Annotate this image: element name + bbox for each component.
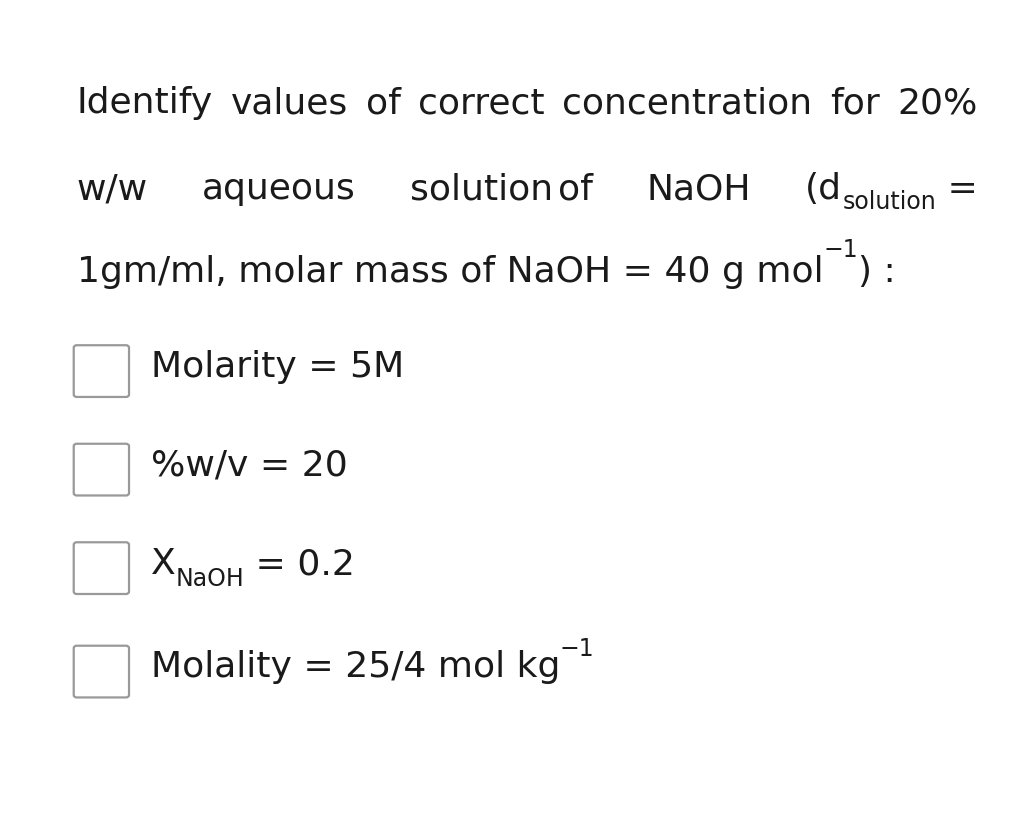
FancyBboxPatch shape — [74, 345, 129, 397]
Text: of: of — [558, 172, 593, 206]
Text: aqueous: aqueous — [202, 172, 355, 206]
Text: concentration: concentration — [562, 86, 812, 120]
Text: −1: −1 — [823, 238, 858, 262]
Text: NaOH: NaOH — [647, 172, 752, 206]
Text: Molality = 25/4 mol kg: Molality = 25/4 mol kg — [151, 650, 560, 685]
Text: Identify: Identify — [77, 86, 213, 120]
Text: (d: (d — [805, 172, 843, 206]
FancyBboxPatch shape — [74, 542, 129, 594]
Text: NaOH: NaOH — [175, 566, 244, 591]
Text: w/w: w/w — [77, 172, 147, 206]
Text: %w/v = 20: %w/v = 20 — [151, 448, 347, 483]
Text: for: for — [830, 86, 880, 120]
Text: −1: −1 — [560, 637, 595, 662]
Text: solution: solution — [410, 172, 553, 206]
FancyBboxPatch shape — [74, 443, 129, 496]
Text: values: values — [230, 86, 348, 120]
Text: X: X — [151, 547, 175, 581]
Text: of: of — [366, 86, 400, 120]
Text: solution: solution — [843, 190, 936, 214]
Text: = 0.2: = 0.2 — [244, 547, 355, 581]
Text: ) :: ) : — [858, 255, 896, 288]
Text: 1gm/ml, molar mass of NaOH = 40 g mol: 1gm/ml, molar mass of NaOH = 40 g mol — [77, 255, 823, 288]
Text: correct: correct — [418, 86, 545, 120]
Text: =: = — [936, 172, 978, 206]
Text: 20%: 20% — [898, 86, 978, 120]
FancyBboxPatch shape — [74, 645, 129, 697]
Text: Molarity = 5M: Molarity = 5M — [151, 350, 403, 384]
